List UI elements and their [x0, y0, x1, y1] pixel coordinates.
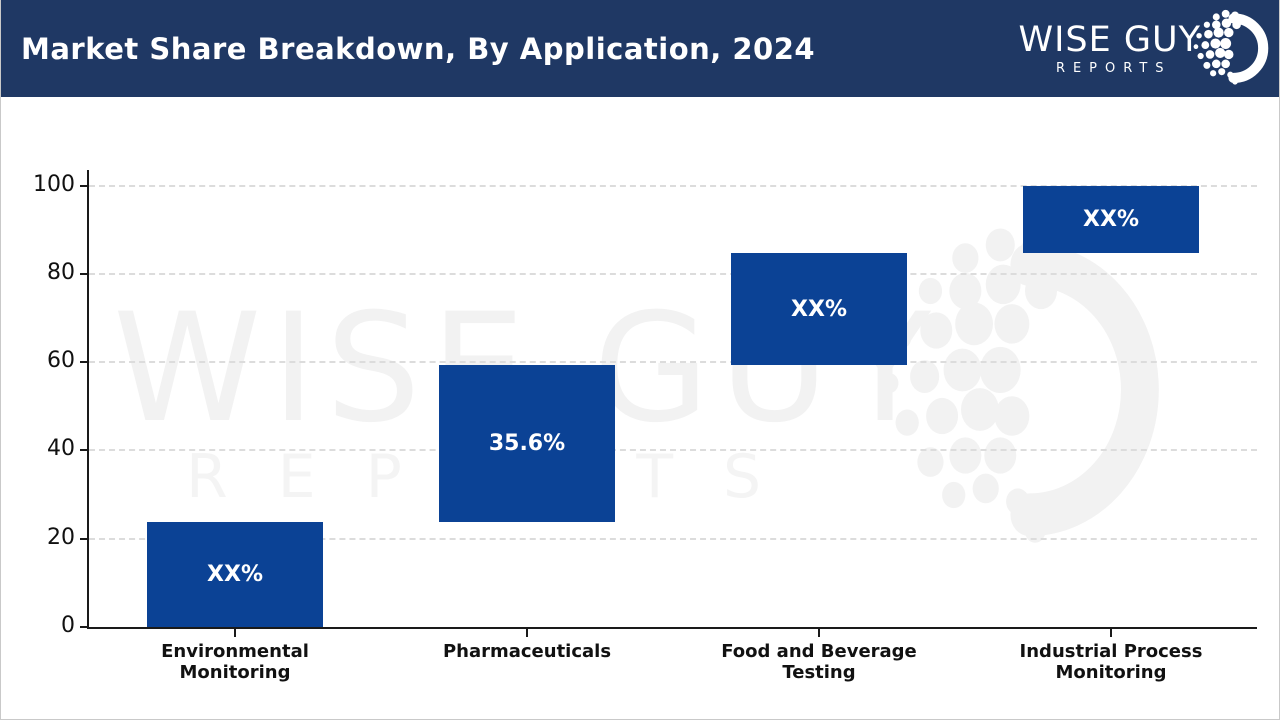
brand-name: WISE GUY — [1018, 20, 1201, 61]
bar: XX% — [1023, 185, 1199, 254]
y-tick-label: 20 — [47, 524, 75, 550]
y-tick-label: 100 — [33, 171, 75, 197]
y-tick-mark — [80, 449, 89, 452]
brand-logo: WISE GUY REPORTS — [1018, 4, 1271, 94]
bar-value-label: XX% — [791, 296, 847, 322]
y-tick-mark — [80, 537, 89, 540]
header-bar: Market Share Breakdown, By Application, … — [1, 0, 1279, 97]
x-tick-mark — [526, 629, 528, 637]
bar-value-label: XX% — [207, 562, 263, 588]
brand-logo-text: WISE GUY REPORTS — [1018, 22, 1201, 76]
y-tick-label: 60 — [47, 348, 75, 374]
y-tick-mark — [80, 626, 89, 628]
y-gridline — [89, 361, 1257, 364]
y-tick-label: 0 — [61, 613, 75, 638]
x-tick-mark — [1110, 629, 1112, 637]
y-tick-mark — [80, 361, 89, 364]
x-category-label: Food and Beverage Testing — [721, 641, 917, 683]
x-tick-mark — [234, 629, 236, 637]
bar: XX% — [731, 253, 907, 366]
y-tick-mark — [80, 184, 89, 187]
bar: 35.6% — [439, 365, 615, 523]
x-category-label: Industrial Process Monitoring — [1019, 641, 1203, 683]
y-tick-label: 40 — [47, 436, 75, 462]
page-title: Market Share Breakdown, By Application, … — [21, 31, 816, 66]
y-tick-label: 80 — [47, 259, 75, 285]
brand-subtitle: REPORTS — [1055, 60, 1172, 76]
x-category-label: Environmental Monitoring — [161, 641, 309, 683]
y-gridline — [89, 272, 1257, 275]
x-tick-mark — [818, 629, 820, 637]
bar-value-label: 35.6% — [488, 431, 566, 457]
bar-value-label: XX% — [1083, 206, 1139, 232]
y-gridline — [89, 449, 1257, 452]
y-axis-line — [87, 170, 89, 629]
dotted-head-icon — [1185, 5, 1271, 93]
chart-area: 0 20 40 60 80 100 XX% Environmental Monitoring 3… — [1, 97, 1279, 719]
y-gridline — [89, 537, 1257, 540]
bar: XX% — [147, 522, 323, 627]
x-category-label: Pharmaceuticals — [442, 641, 612, 662]
y-gridline — [89, 184, 1257, 187]
x-axis-line — [87, 627, 1257, 629]
y-tick-mark — [80, 272, 89, 275]
